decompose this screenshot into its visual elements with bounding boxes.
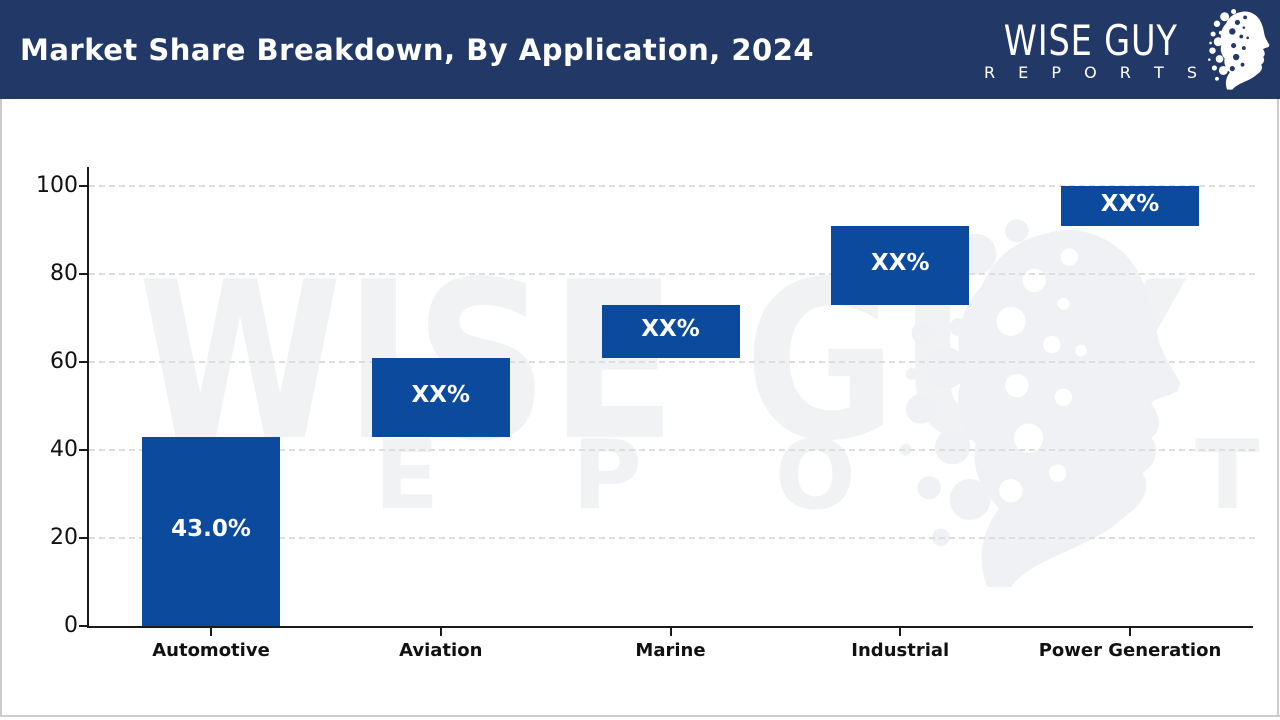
bar-value-label: XX% (1100, 190, 1160, 217)
x-axis-tick (899, 628, 902, 636)
brand-subtitle: R E P O R T S (983, 62, 1206, 82)
figure-border-right (1277, 99, 1279, 717)
figure-border-bottom (0, 715, 1280, 717)
gridline-40 (89, 449, 1255, 451)
y-axis-tick (79, 185, 87, 187)
y-axis-tick (79, 449, 87, 451)
y-axis-tick (79, 273, 87, 275)
x-axis-tick (669, 628, 672, 636)
bar-value-label: 43.0% (171, 516, 251, 543)
header-bar: Market Share Breakdown, By Application, … (0, 0, 1280, 99)
x-axis-tick (439, 628, 442, 636)
bar-power-generation (1061, 186, 1199, 226)
x-category-label: Power Generation (1038, 640, 1222, 661)
bar-marine (601, 304, 740, 358)
bar-value-label: XX% (870, 250, 930, 277)
y-tick-label: 60 (50, 349, 78, 374)
y-axis-tick (79, 537, 87, 539)
x-axis-tick (1129, 628, 1131, 636)
y-tick-label: 100 (36, 173, 78, 198)
y-tick-label: 20 (50, 525, 78, 550)
y-axis-line (87, 167, 89, 628)
bar-automotive (142, 436, 280, 626)
y-axis-tick (79, 625, 87, 627)
gridline-80 (89, 273, 1255, 275)
figure-border-left (0, 99, 2, 717)
y-tick-label: 40 (50, 437, 78, 462)
brand-logo-text: WISE GUY R E P O R T S (975, 15, 1206, 82)
brand-logo: WISE GUY R E P O R T S (975, 4, 1272, 96)
brand-name: WISE GUY (1003, 15, 1178, 65)
page-title: Market Share Breakdown, By Application, … (20, 32, 815, 67)
bar-value-label: XX% (641, 316, 700, 343)
gridline-100 (89, 185, 1255, 187)
bar-value-label: XX% (411, 382, 470, 409)
bar-aviation (371, 357, 510, 437)
x-axis-tick (210, 628, 212, 636)
y-tick-label: 80 (50, 261, 78, 286)
x-category-label: Automotive (152, 640, 270, 661)
gridline-60 (89, 361, 1255, 363)
x-category-label: Aviation (399, 640, 483, 661)
x-category-label: Industrial (851, 640, 950, 661)
x-category-label: Marine (635, 640, 706, 661)
gridline-20 (89, 537, 1255, 539)
bar-industrial (831, 225, 970, 305)
x-axis-line (87, 626, 1253, 628)
y-axis-tick (79, 361, 87, 363)
y-tick-label: 0 (64, 613, 78, 638)
